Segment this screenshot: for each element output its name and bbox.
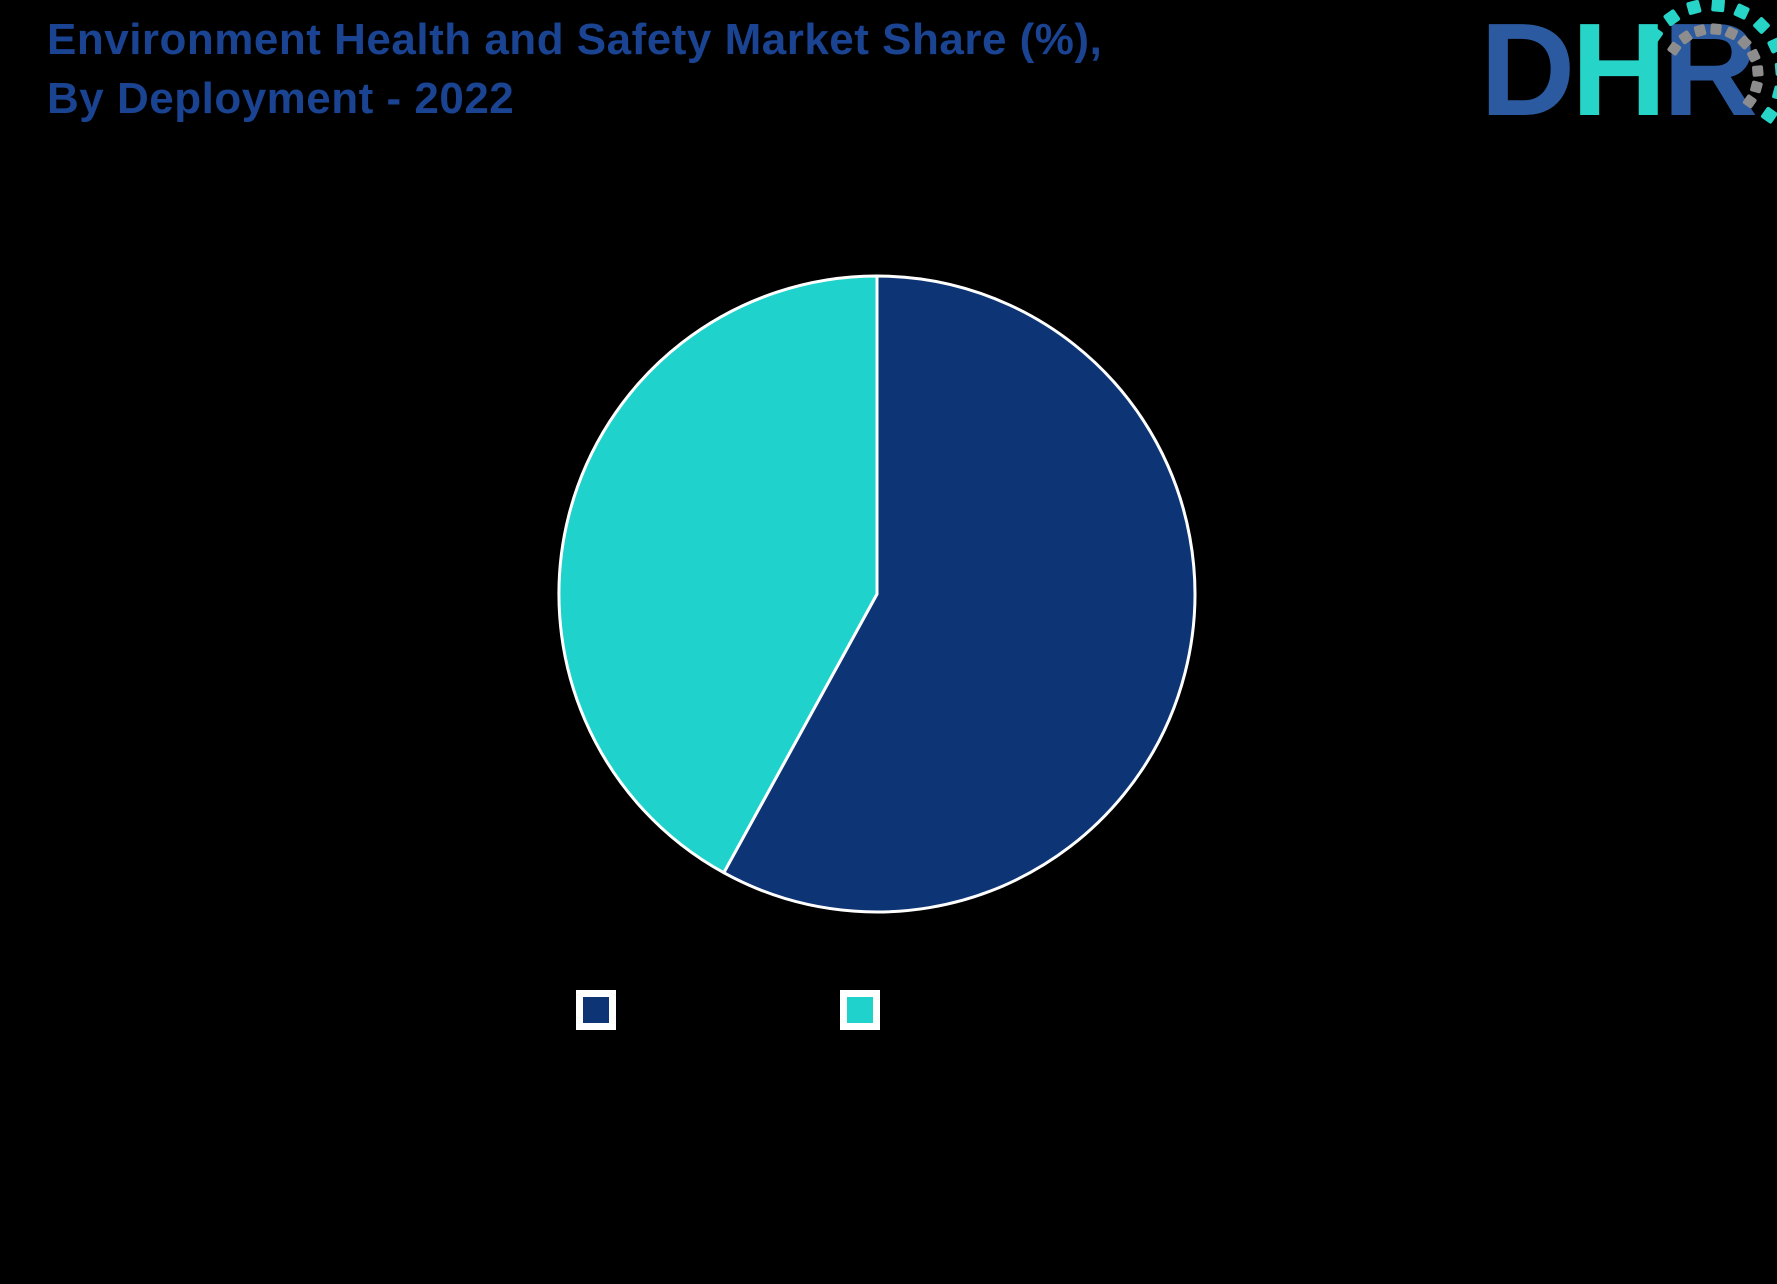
chart-title: Environment Health and Safety Market Sha…: [47, 10, 1102, 128]
chart-title-line-2: By Deployment - 2022: [47, 74, 515, 123]
pie-slice-2: [557, 274, 879, 875]
logo-letter-d: D: [1480, 0, 1575, 143]
logo-letter-h: H: [1571, 0, 1666, 143]
legend-swatch-1: [576, 990, 616, 1030]
legend-swatch-2: [840, 990, 880, 1030]
pie-slice-1: [722, 274, 1197, 914]
brand-logo: DHR: [1480, 0, 1777, 142]
legend-item: [576, 990, 790, 1030]
legend-item: [840, 990, 1054, 1030]
chart-title-line-1: Environment Health and Safety Market Sha…: [47, 15, 1103, 64]
